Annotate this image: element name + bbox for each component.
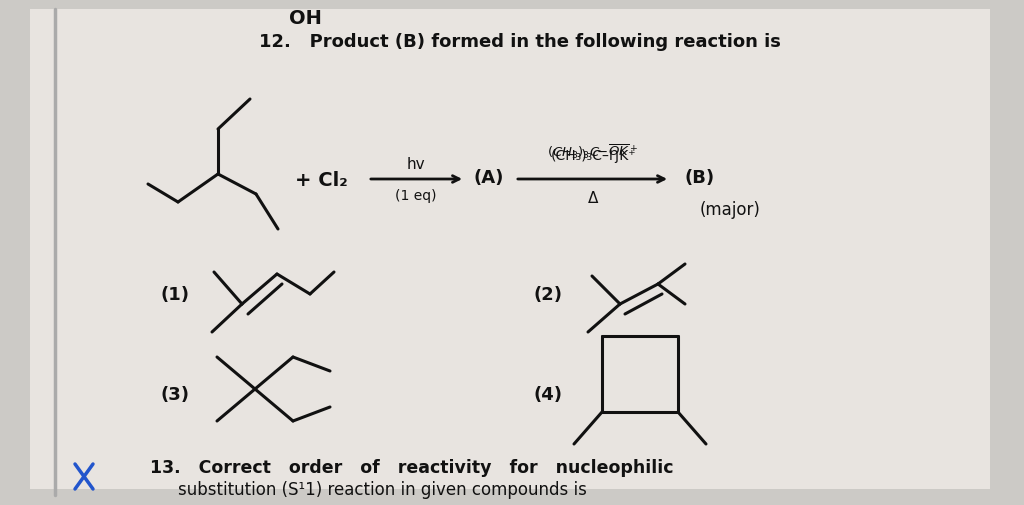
Text: (A): (A) <box>474 169 504 187</box>
Text: (1 eq): (1 eq) <box>395 189 437 203</box>
FancyBboxPatch shape <box>30 10 990 489</box>
Text: (2): (2) <box>534 285 562 304</box>
Text: (3): (3) <box>161 385 189 403</box>
Text: $(CH_3)_3C\!\!-\!\overline{O}\overline{K}^+$: $(CH_3)_3C\!\!-\!\overline{O}\overline{K… <box>548 142 639 161</box>
Text: 12.   Product (B) formed in the following reaction is: 12. Product (B) formed in the following … <box>259 33 781 51</box>
Text: OH: OH <box>289 9 322 27</box>
Text: hv: hv <box>407 156 425 171</box>
Text: (4): (4) <box>534 385 562 403</box>
Text: 13.   Correct   order   of   reactivity   for   nucleophilic: 13. Correct order of reactivity for nucl… <box>150 458 674 476</box>
Text: (1): (1) <box>161 285 189 304</box>
Text: (B): (B) <box>685 169 715 187</box>
Text: (CH₃)₃C–ŊK⁺: (CH₃)₃C–ŊK⁺ <box>550 148 636 163</box>
Text: (major): (major) <box>699 200 761 219</box>
Text: + Cl₂: + Cl₂ <box>295 170 348 189</box>
Text: substitution (S¹1) reaction in given compounds is: substitution (S¹1) reaction in given com… <box>178 480 587 498</box>
Text: Δ: Δ <box>588 190 598 205</box>
